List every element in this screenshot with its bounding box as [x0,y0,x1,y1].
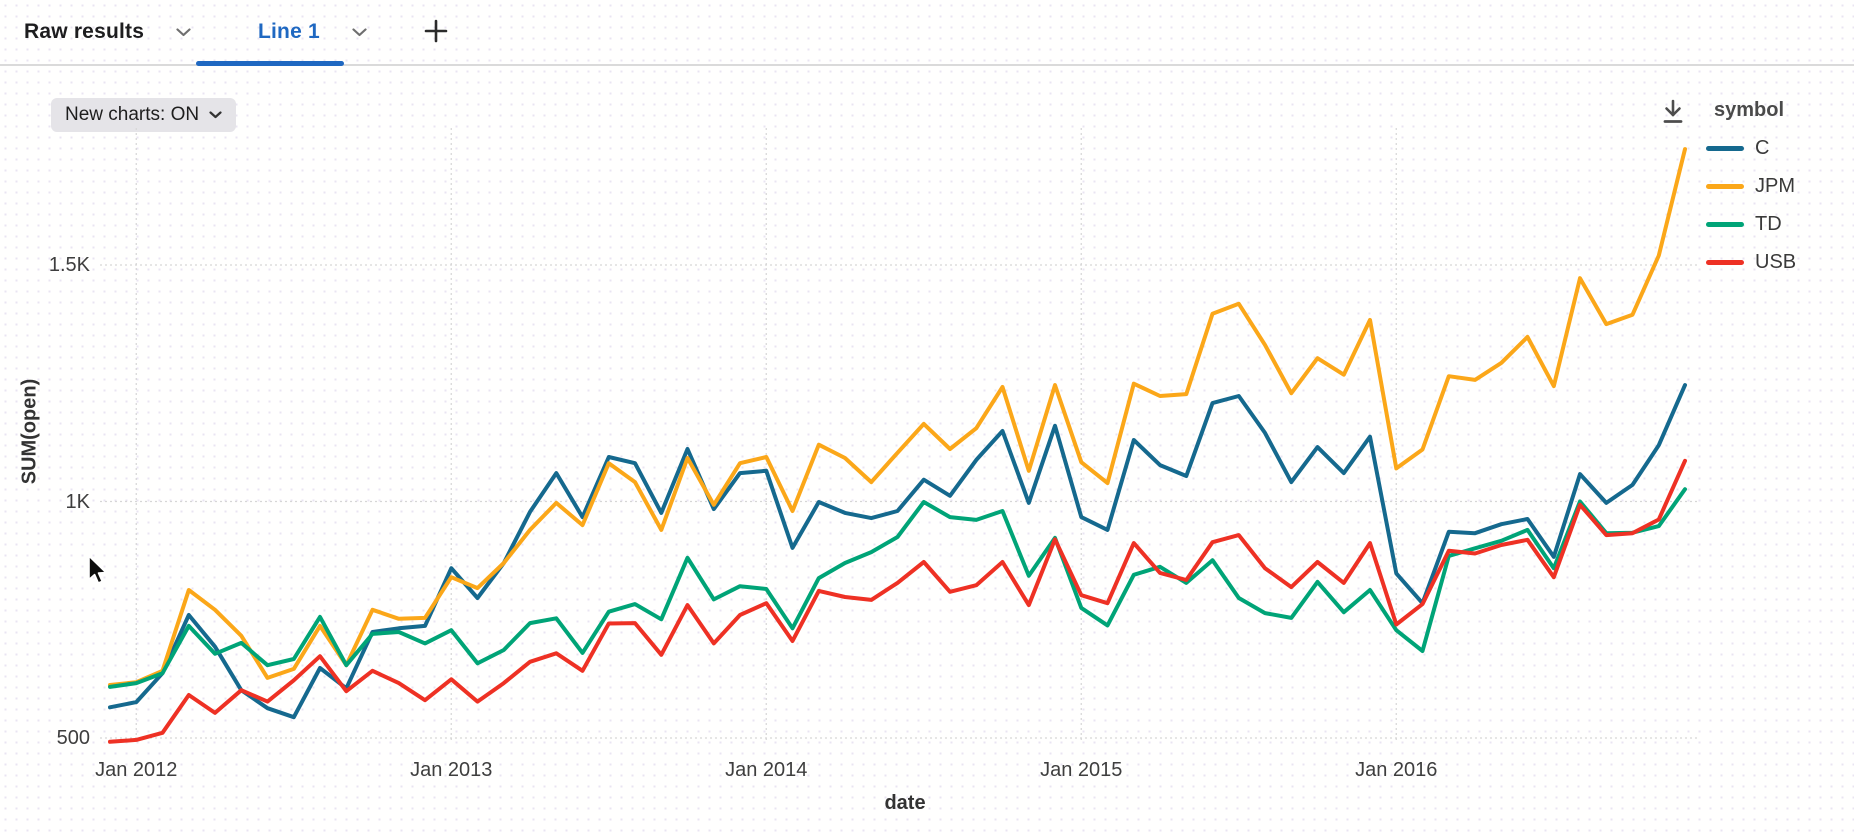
legend-label: C [1755,136,1770,159]
tab-raw-results-label: Raw results [24,20,145,43]
y-axis-title: SUM(open) [18,378,41,485]
legend-items: C JPM TD USB [1706,129,1852,281]
download-icon [1663,99,1683,123]
legend-label: JPM [1755,174,1795,197]
chevron-down-icon[interactable] [352,27,367,37]
tab-raw-results[interactable]: Raw results [24,0,191,64]
legend-swatch [1706,221,1744,227]
legend-item-c[interactable]: C [1706,129,1852,167]
new-charts-label: New charts: ON [65,104,200,125]
tab-line-1[interactable]: Line 1 [258,0,367,64]
x-axis-title: date [884,792,926,814]
legend-swatch [1706,145,1744,151]
plus-icon [424,19,448,42]
legend-label: TD [1755,212,1782,235]
chevron-down-icon [209,111,222,119]
tab-line-1-label: Line 1 [258,20,320,43]
legend-swatch [1706,259,1744,265]
new-charts-toggle[interactable]: New charts: ON [51,98,237,132]
legend-swatch [1706,183,1744,189]
active-tab-underline [196,61,344,66]
chevron-down-icon[interactable] [176,27,191,37]
legend-item-jpm[interactable]: JPM [1706,167,1852,205]
legend-label: USB [1755,250,1797,273]
add-chart-tab-button[interactable] [420,16,452,48]
download-chart-button[interactable] [1656,96,1690,132]
tab-bar: Raw results Line 1 [0,0,1854,66]
legend-item-usb[interactable]: USB [1706,243,1852,281]
legend-item-td[interactable]: TD [1706,205,1852,243]
chart-legend: symbol C JPM TD USB [1706,99,1852,281]
legend-title: symbol [1714,99,1785,121]
